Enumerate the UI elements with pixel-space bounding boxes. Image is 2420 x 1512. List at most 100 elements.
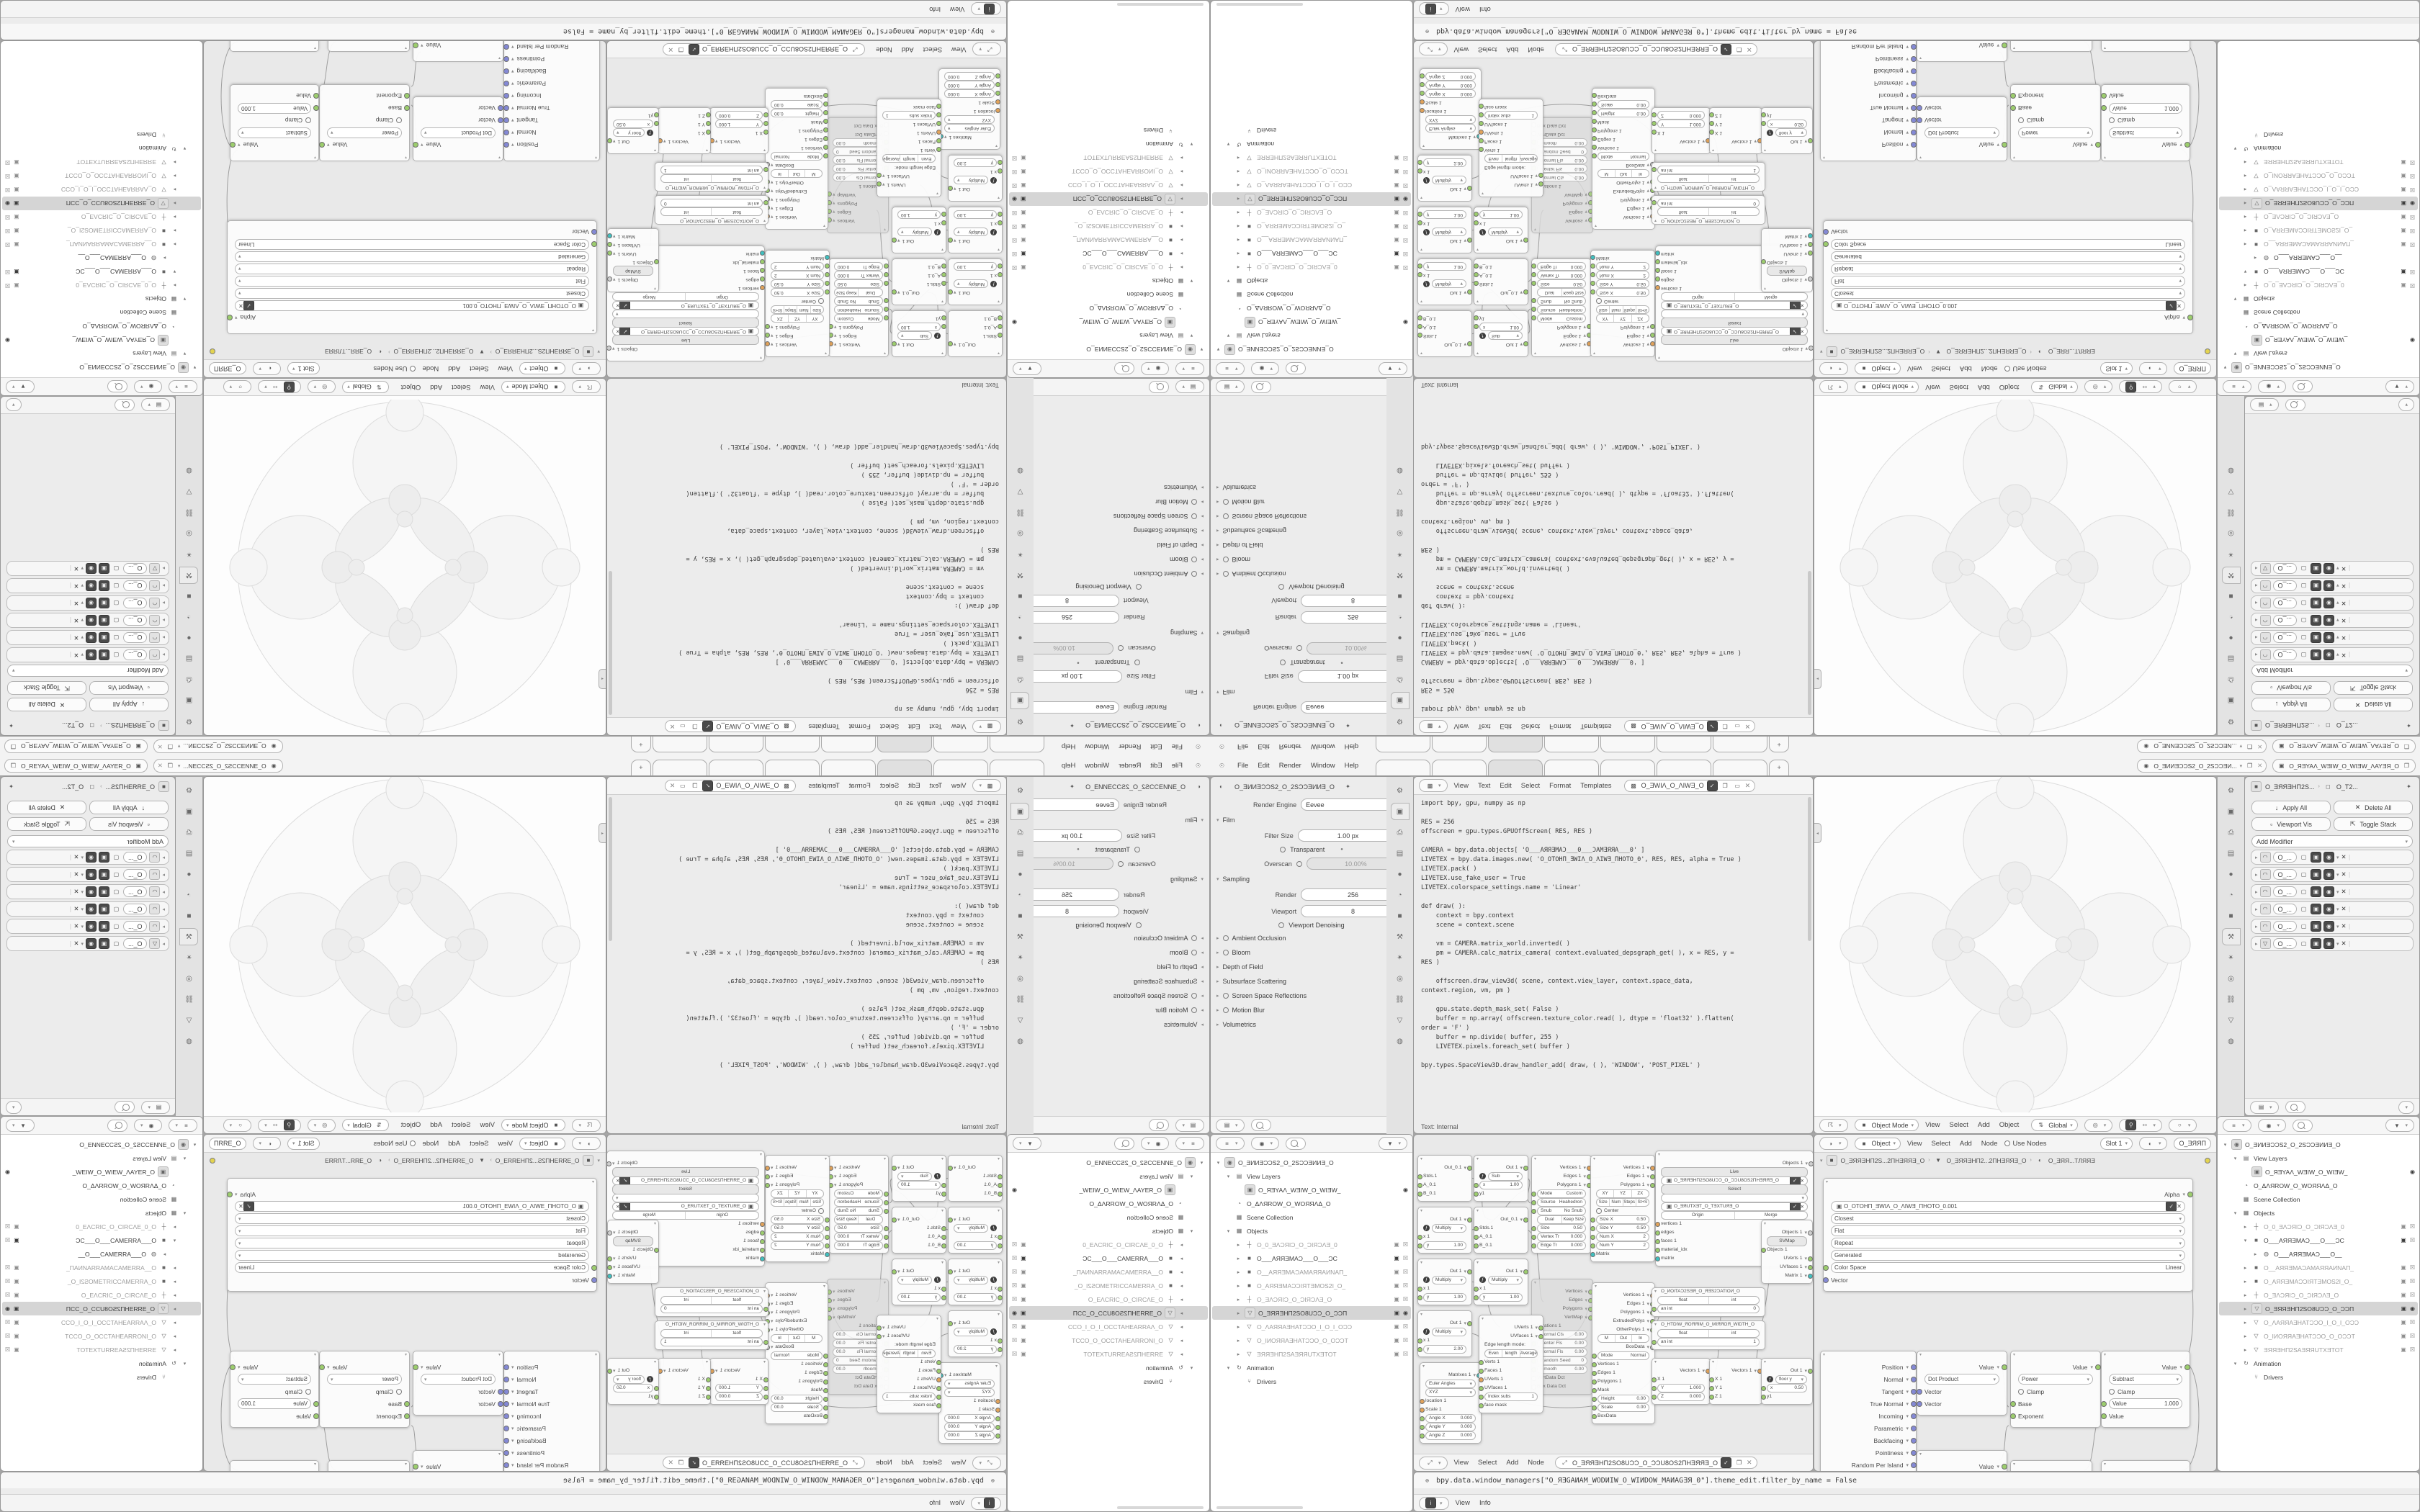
workspace-tab-6[interactable] bbox=[708, 760, 763, 775]
node-button-select[interactable]: Select bbox=[612, 1184, 759, 1194]
properties-tab-render[interactable]: ▣ bbox=[185, 696, 193, 705]
node-value-field[interactable]: y 1.00 bbox=[1423, 1292, 1466, 1302]
node-dropdown[interactable]: Euler Angles ▾ bbox=[944, 124, 995, 133]
workspace-tab-6[interactable] bbox=[1657, 737, 1712, 752]
node-socket[interactable] bbox=[1761, 121, 1766, 127]
filter-funnel-dropdown[interactable]: ▼ ▾ bbox=[1379, 1137, 1407, 1150]
render-toggle[interactable]: ◉ bbox=[2323, 563, 2335, 574]
node-socket[interactable] bbox=[941, 1295, 946, 1300]
camera-toggle-icon[interactable]: ☒ bbox=[5, 1278, 11, 1284]
collapse-icon[interactable]: ▾ bbox=[883, 227, 886, 231]
node-dropdown[interactable]: Repeat ▾ bbox=[235, 1238, 589, 1248]
text-menu-templates[interactable]: Templates bbox=[1580, 722, 1612, 731]
outliner-item[interactable]: ▸ ▽ O_IИOЯЯAƎHATƆƆO_O_OƆƆT ▣ ☒ bbox=[2219, 1329, 2418, 1343]
node-socket[interactable] bbox=[1650, 341, 1655, 347]
expand-icon[interactable]: ▸ bbox=[173, 1265, 176, 1271]
node-socket[interactable] bbox=[995, 108, 1000, 114]
sverchok-node-4[interactable]: ▾ Out_0.1 ▾ Stds.1 A_0.1 B_0.1 bbox=[1474, 258, 1528, 305]
node-socket[interactable] bbox=[998, 220, 1003, 226]
display-mode-dropdown[interactable]: ≡ ▾ bbox=[169, 380, 197, 393]
sidebar-toggle[interactable]: ◂ bbox=[1814, 823, 1821, 843]
outliner-item[interactable]: ▸ ┼ O_ƎΛƆЯIƆ_O_ƆIЯƆΛƎ_O ▣ ☒ bbox=[2219, 1288, 2418, 1302]
node-button-svmap[interactable]: SVMap bbox=[1767, 266, 1807, 276]
collapse-icon[interactable]: ▾ bbox=[997, 351, 1000, 355]
modifier-name-field[interactable]: O_... bbox=[122, 563, 148, 574]
node-dropdown[interactable]: XYZ ▾ bbox=[944, 115, 995, 125]
properties-tab-physics[interactable]: ◎ bbox=[2228, 529, 2234, 538]
node-dropdown[interactable]: ▾ bbox=[1661, 310, 1808, 319]
node-value-field[interactable]: Normal Fls 0.00 bbox=[1537, 156, 1587, 165]
toggle-stack-button[interactable]: ⇱ Toggle Stack bbox=[7, 817, 86, 831]
shader-menu-view[interactable]: View bbox=[1907, 1139, 1922, 1148]
add-workspace-button[interactable]: + bbox=[1769, 760, 1790, 775]
text-menu-edit[interactable]: Edit bbox=[908, 722, 920, 731]
node-socket[interactable] bbox=[941, 324, 946, 330]
node-socket[interactable] bbox=[941, 281, 946, 287]
sverchok-node-16[interactable]: ▾ O_HTDIW_ЯOЯЯIM_O_MIЯЯOЯ_WIDTH_O float int… bbox=[1652, 162, 1765, 192]
collapse-icon[interactable]: ▾ bbox=[1420, 1261, 1423, 1265]
expand-icon[interactable]: ▸ bbox=[2244, 1265, 2247, 1271]
expand-icon[interactable]: ▸ bbox=[2244, 228, 2247, 233]
node-socket[interactable] bbox=[1917, 105, 1922, 111]
node-socket[interactable] bbox=[763, 1394, 768, 1400]
delete-modifier-icon[interactable]: ✕ bbox=[2341, 652, 2347, 659]
node-value-field[interactable]: Scale 0.00 bbox=[771, 100, 823, 109]
properties-tab-scene[interactable]: ● bbox=[1397, 634, 1402, 642]
monitor-toggle-icon[interactable]: ▣ bbox=[1021, 1337, 1026, 1344]
expand-icon[interactable]: ▸ bbox=[1237, 1283, 1240, 1289]
node-segmented-buttons[interactable]: Origin Merge bbox=[1661, 292, 1808, 302]
viewport-menu-object[interactable]: Object bbox=[1999, 383, 2020, 391]
node-socket[interactable] bbox=[1531, 264, 1536, 269]
outliner-item[interactable]: ▾ ▦ Objects bbox=[2219, 1206, 2418, 1220]
node-socket[interactable] bbox=[1590, 289, 1595, 295]
node-socket[interactable] bbox=[503, 56, 509, 62]
node-socket[interactable] bbox=[498, 117, 503, 123]
node-dropdown[interactable]: Multiply ▾ bbox=[1432, 176, 1466, 185]
node-checkbox[interactable] bbox=[818, 298, 824, 305]
node-socket[interactable] bbox=[2002, 1364, 2007, 1370]
collapse-icon[interactable]: ▾ bbox=[883, 1281, 886, 1285]
collapse-icon[interactable]: ▾ bbox=[313, 1462, 316, 1467]
node-socket[interactable] bbox=[1417, 212, 1422, 217]
sverchok-node-5[interactable]: ▾ Out 1 ▾ ƒ Multiply ▾ x 1 y 1.00 bbox=[1417, 1259, 1472, 1305]
outliner-item[interactable]: ▸ ■ O___AЯЯƎMAƆ___O___ƆC ▣ ☒ bbox=[1212, 247, 1411, 261]
node-socket[interactable] bbox=[2101, 1401, 2107, 1407]
node-socket[interactable] bbox=[1417, 1295, 1422, 1300]
expand-icon[interactable]: ▸ bbox=[162, 617, 165, 623]
outliner-item[interactable]: ◔ O_ΔΛЯROW_O_WOЯЯΛΔ_O bbox=[2219, 320, 2418, 333]
node-value-field[interactable]: Random Seed 0 bbox=[1537, 1356, 1587, 1365]
node-button-select[interactable]: Select bbox=[1661, 318, 1808, 328]
properties-tab-world[interactable]: ◔ bbox=[1018, 613, 1023, 621]
monitor-toggle-icon[interactable]: ▣ bbox=[2401, 228, 2406, 234]
node-value-field[interactable]: y 1.00 bbox=[897, 210, 941, 220]
expand-icon[interactable]: ▸ bbox=[2244, 1333, 2247, 1339]
camera-toggle-icon[interactable]: ☒ bbox=[2409, 241, 2415, 248]
properties-tab-particles[interactable]: ✴ bbox=[1397, 953, 1403, 962]
section-checkbox[interactable] bbox=[1191, 571, 1198, 577]
blender-logo-icon[interactable]: ☉ bbox=[1195, 743, 1201, 750]
outliner-item[interactable]: ▸ ▽ O_ΛAЯЯAƎHATƆƆO_I_O_I_OƆƆ ▣ ☒ bbox=[1009, 179, 1208, 192]
node-socket[interactable] bbox=[1420, 1416, 1425, 1421]
camera-toggle-icon[interactable]: ◉ bbox=[5, 1169, 10, 1175]
collapse-icon[interactable]: ▾ bbox=[1919, 155, 1922, 159]
properties-tab-material[interactable]: ◍ bbox=[1017, 467, 1023, 475]
outliner-item[interactable]: ▦ Scene Collection bbox=[1212, 288, 1411, 302]
section-ambient-occlusion[interactable]: ▸Ambient Occlusion:::: bbox=[1013, 570, 1204, 577]
node-socket[interactable] bbox=[1823, 241, 1829, 247]
proportional-edit-button[interactable]: ○ ▾ bbox=[223, 1118, 252, 1132]
node-value-field[interactable]: Center Fls 0.00 bbox=[1537, 1338, 1587, 1348]
modifier-search-input[interactable] bbox=[115, 1101, 135, 1113]
node-value-field[interactable]: Z 0.000 bbox=[1657, 1392, 1705, 1401]
node-checkbox[interactable] bbox=[2109, 1388, 2115, 1395]
monitor-toggle-icon[interactable]: ▣ bbox=[1394, 237, 1399, 243]
collapse-icon[interactable]: ▾ bbox=[941, 1209, 944, 1213]
info-menu-view[interactable]: View bbox=[1455, 5, 1470, 13]
expand-icon[interactable]: ▸ bbox=[173, 282, 176, 288]
outliner-item[interactable]: ▸ ■ O__AЯЯƎMAƆAMAЯЯAИNAΠ_ ▣ ☒ bbox=[1212, 233, 1411, 247]
text-scrollbar[interactable] bbox=[1808, 797, 1811, 941]
film-section[interactable]: ▾ Film:::: bbox=[1216, 688, 1407, 696]
collapse-icon[interactable]: ▾ bbox=[1593, 351, 1596, 355]
shader-node-6[interactable]: ▾Value▾0.750 bbox=[328, 1460, 410, 1471]
collapse-icon[interactable]: ▾ bbox=[1476, 1209, 1479, 1213]
